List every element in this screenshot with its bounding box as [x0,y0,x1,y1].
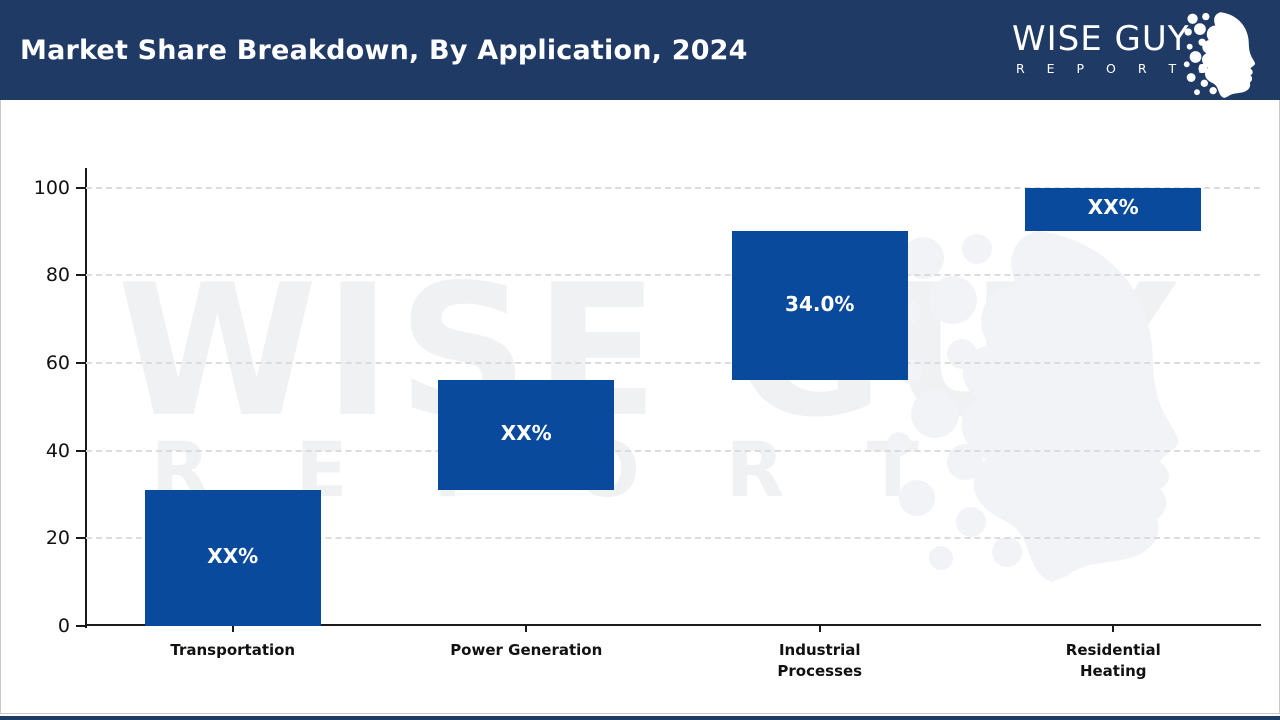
x-tick-label-line: Processes [777,662,863,680]
x-axis-line [85,624,1261,626]
x-tick-label-line: Heating [1079,662,1147,680]
x-tick-label-line: Residential [1065,641,1161,659]
gridline-80 [86,274,1260,277]
bar-power-generation: XX% [438,380,615,491]
bar-value-label: 34.0% [785,291,855,316]
x-tick-label: Industrial Processes [710,640,930,682]
wise-guy-head-icon [1183,12,1255,98]
y-tick-mark [76,537,85,540]
x-tick-label: Transportation [123,640,343,661]
y-tick-label: 100 [33,176,70,199]
bar-transportation: XX% [144,490,321,626]
gridline-100 [86,186,1260,189]
footer-bar [0,716,1280,720]
brand-logo: WISE GUY R E P O R T S [1012,4,1262,98]
x-tick-label: Power Generation [416,640,636,661]
y-tick-label: 80 [45,264,70,287]
x-tick-label-line: Transportation [170,641,296,659]
x-tick-mark [231,626,234,632]
y-tick-mark [76,449,85,452]
y-tick-mark [76,625,85,627]
header-bar: Market Share Breakdown, By Application, … [0,0,1280,100]
bar-value-label: XX% [207,544,259,569]
brand-text: WISE GUY R E P O R T S [1012,19,1216,76]
y-tick-label: 0 [57,615,70,637]
bar-residential-heating: XX% [1025,187,1202,232]
bar-value-label: XX% [1087,195,1139,220]
chart-area: WISE GUY REPORTS 0 20 40 60 80 100 XX% Transp [0,100,1280,714]
gridline-60 [86,361,1260,364]
x-tick-label-line: Power Generation [450,641,603,659]
y-tick-label: 60 [45,351,70,374]
y-tick-mark [76,274,85,277]
brand-subname: R E P O R T S [1016,60,1216,76]
y-tick-mark [76,361,85,364]
bar-industrial-processes: 34.0% [731,231,908,381]
x-tick-mark [1112,626,1115,632]
y-tick-label: 40 [45,439,70,462]
y-tick-label: 20 [45,527,70,550]
plot-area: 0 20 40 60 80 100 XX% Transportation XX% Power Ge… [34,168,1261,680]
x-tick-label-line: Industrial [778,641,861,659]
x-tick-label: Residential Heating [1003,640,1223,682]
x-tick-mark [818,626,821,632]
gridline-40 [86,449,1260,452]
y-tick-mark [76,186,85,189]
bar-value-label: XX% [500,421,552,446]
gridline-20 [86,537,1260,540]
x-tick-mark [525,626,528,632]
y-axis-line [85,168,87,628]
brand-name: WISE GUY [1012,19,1190,59]
page-title: Market Share Breakdown, By Application, … [20,34,748,66]
